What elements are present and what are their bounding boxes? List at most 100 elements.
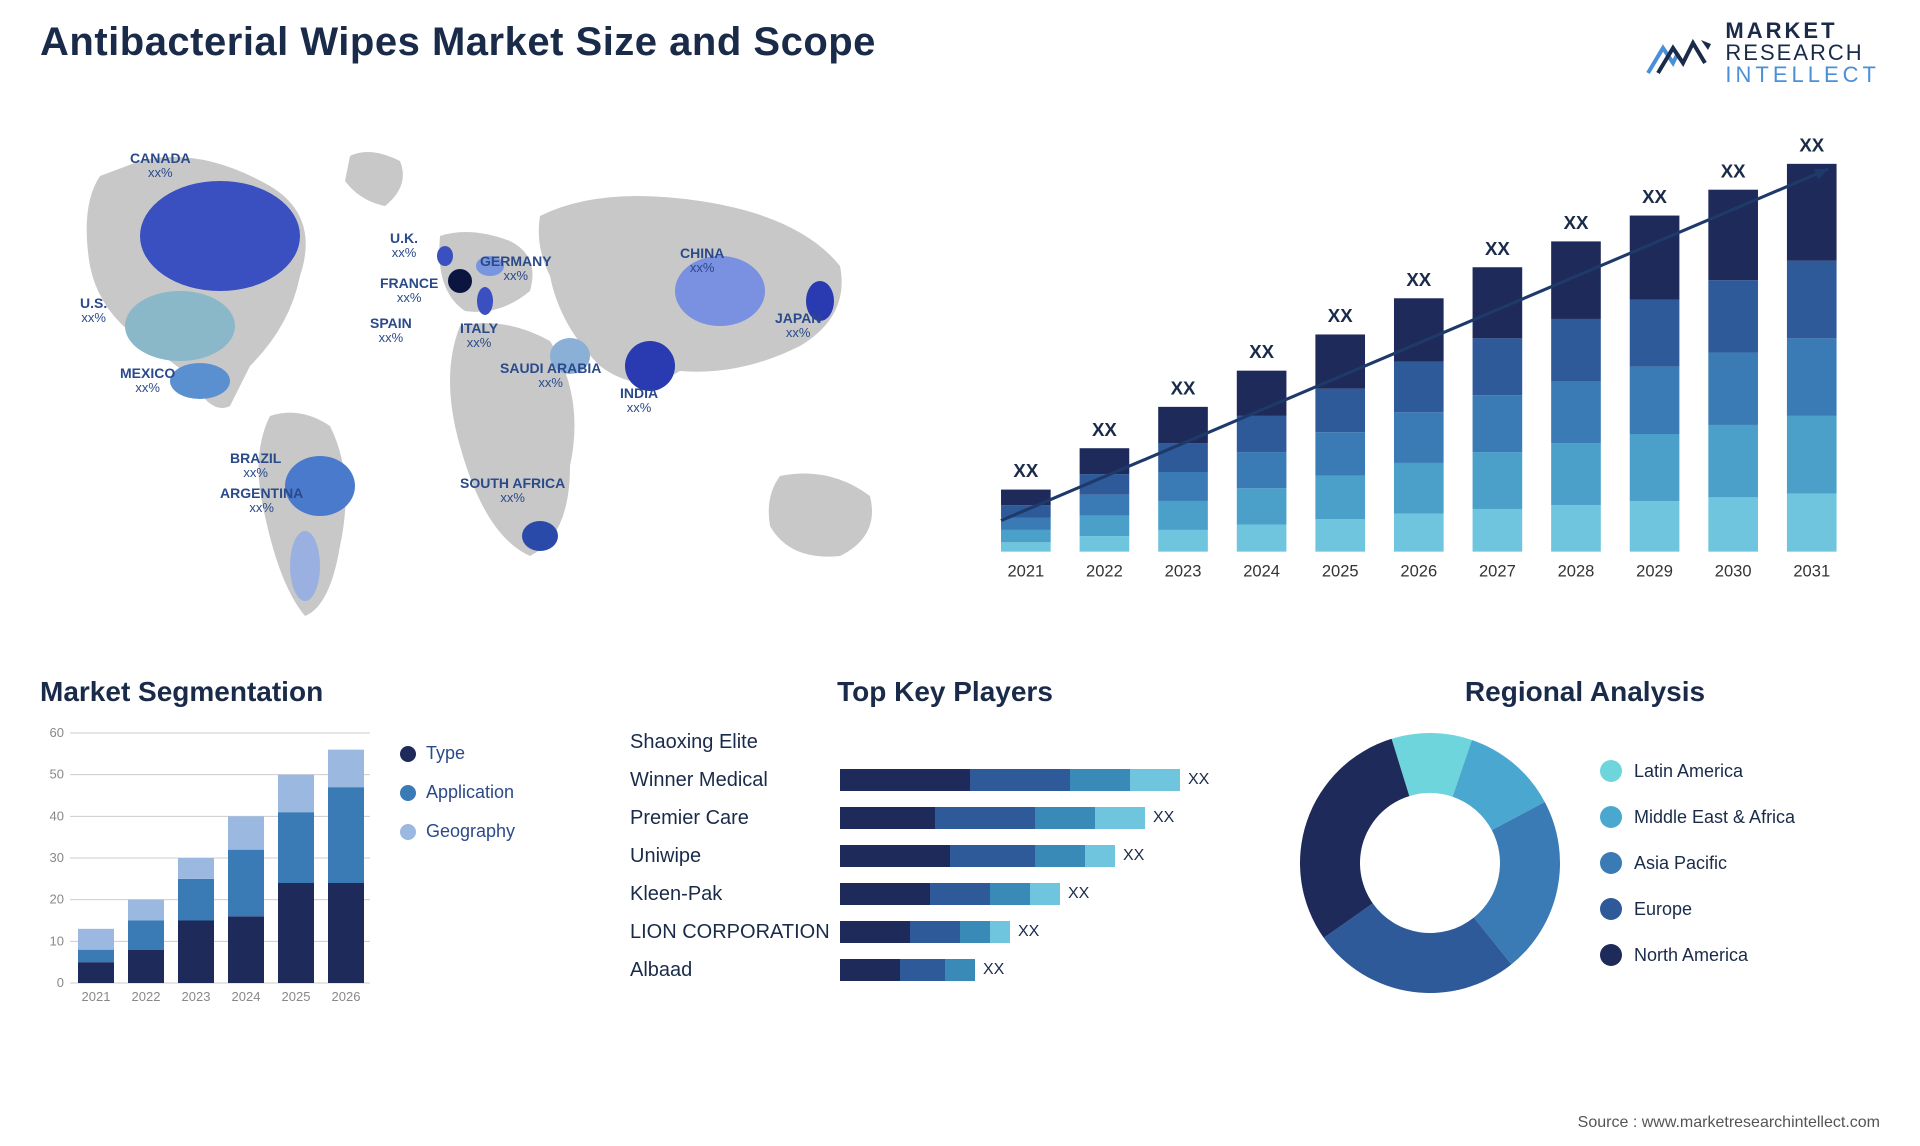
- legend-label: Asia Pacific: [1634, 853, 1727, 874]
- map-country-label: CHINAxx%: [680, 246, 724, 276]
- seg-legend-item: Geography: [400, 821, 515, 842]
- player-value: XX: [1123, 847, 1144, 865]
- regional-legend-item: Asia Pacific: [1600, 852, 1795, 874]
- regional-legend-item: Latin America: [1600, 760, 1795, 782]
- legend-label: Middle East & Africa: [1634, 807, 1795, 828]
- player-bar-segment: [990, 883, 1030, 905]
- player-bar: [840, 845, 1115, 867]
- regional-panel: Regional Analysis Latin AmericaMiddle Ea…: [1290, 676, 1880, 1013]
- logo-row2: RESEARCH: [1725, 42, 1880, 64]
- regional-legend-item: Middle East & Africa: [1600, 806, 1795, 828]
- legend-swatch: [400, 746, 416, 762]
- svg-text:XX: XX: [1171, 377, 1196, 398]
- player-bar-row: XX: [840, 951, 1260, 989]
- player-bar: [840, 921, 1010, 943]
- player-name: Albaad: [630, 951, 840, 989]
- regional-legend: Latin America Middle East & Africa Asia Pa…: [1600, 760, 1795, 966]
- page-title: Antibacterial Wipes Market Size and Scop…: [40, 20, 876, 65]
- player-bar-segment: [990, 921, 1010, 943]
- map-country-label: ITALYxx%: [460, 321, 498, 351]
- player-name: Winner Medical: [630, 761, 840, 799]
- player-value: XX: [1153, 809, 1174, 827]
- svg-text:30: 30: [50, 850, 64, 865]
- players-panel: Top Key Players Shaoxing EliteWinner Med…: [630, 676, 1260, 1013]
- player-bar-segment: [840, 883, 930, 905]
- player-bar-segment: [1035, 845, 1085, 867]
- regional-legend-item: Europe: [1600, 898, 1795, 920]
- logo-row1: MARKET: [1725, 20, 1880, 42]
- svg-text:40: 40: [50, 808, 64, 823]
- svg-text:XX: XX: [1249, 341, 1274, 362]
- map-country-label: U.K.xx%: [390, 231, 418, 261]
- svg-text:XX: XX: [1642, 186, 1667, 207]
- segmentation-legend: Type Application Geography: [400, 723, 515, 1013]
- svg-text:2025: 2025: [1322, 561, 1359, 580]
- legend-label: Type: [426, 743, 465, 764]
- player-bar-segment: [1130, 769, 1180, 791]
- brand-logo: MARKET RESEARCH INTELLECT: [1643, 20, 1880, 86]
- map-country-label: ARGENTINAxx%: [220, 486, 303, 516]
- map-country-label: GERMANYxx%: [480, 254, 552, 284]
- growth-bar-chart: XX2021XX2022XX2023XX2024XX2025XX2026XX20…: [970, 116, 1880, 646]
- logo-icon: [1643, 28, 1713, 78]
- player-value: XX: [983, 961, 1004, 979]
- segmentation-chart: 0102030405060202120222023202420252026: [40, 723, 380, 1013]
- player-bar-row: XX: [840, 761, 1260, 799]
- player-value: XX: [1188, 771, 1209, 789]
- player-bar-segment: [1095, 807, 1145, 829]
- svg-text:2026: 2026: [332, 989, 361, 1004]
- legend-label: Geography: [426, 821, 515, 842]
- regional-donut-chart: [1290, 723, 1570, 1003]
- svg-text:2022: 2022: [1086, 561, 1123, 580]
- player-bar: [840, 807, 1145, 829]
- legend-label: Europe: [1634, 899, 1692, 920]
- player-bar-segment: [1035, 807, 1095, 829]
- player-name: Shaoxing Elite: [630, 723, 840, 761]
- svg-text:XX: XX: [1328, 305, 1353, 326]
- svg-text:2021: 2021: [1007, 561, 1044, 580]
- segmentation-panel: Market Segmentation 01020304050602021202…: [40, 676, 600, 1013]
- player-bar-row: [840, 723, 1260, 761]
- svg-text:XX: XX: [1799, 134, 1824, 155]
- svg-text:50: 50: [50, 767, 64, 782]
- player-bar-segment: [950, 845, 1035, 867]
- player-bar-row: XX: [840, 913, 1260, 951]
- legend-swatch: [400, 824, 416, 840]
- svg-text:2030: 2030: [1715, 561, 1752, 580]
- players-title: Top Key Players: [630, 676, 1260, 708]
- player-name: LION CORPORATION: [630, 913, 840, 951]
- player-bar: [840, 883, 1060, 905]
- player-value: XX: [1018, 923, 1039, 941]
- player-bar-segment: [840, 845, 950, 867]
- svg-text:2021: 2021: [82, 989, 111, 1004]
- legend-label: Latin America: [1634, 761, 1743, 782]
- svg-text:XX: XX: [1092, 419, 1117, 440]
- svg-text:XX: XX: [1485, 238, 1510, 259]
- players-labels: Shaoxing EliteWinner MedicalPremier Care…: [630, 723, 840, 989]
- world-map-panel: CANADAxx%U.S.xx%MEXICOxx%BRAZILxx%ARGENT…: [40, 116, 940, 646]
- logo-row3: INTELLECT: [1725, 64, 1880, 86]
- map-country-label: JAPANxx%: [775, 311, 821, 341]
- map-country-label: SPAINxx%: [370, 316, 412, 346]
- player-bar-segment: [930, 883, 990, 905]
- svg-text:60: 60: [50, 725, 64, 740]
- player-bar-segment: [1030, 883, 1060, 905]
- player-bar-segment: [840, 921, 910, 943]
- player-bar-row: XX: [840, 799, 1260, 837]
- svg-text:20: 20: [50, 892, 64, 907]
- legend-swatch: [1600, 806, 1622, 828]
- map-country-label: CANADAxx%: [130, 151, 191, 181]
- legend-label: North America: [1634, 945, 1748, 966]
- svg-text:2024: 2024: [232, 989, 261, 1004]
- map-country-label: SOUTH AFRICAxx%: [460, 476, 565, 506]
- map-country-label: BRAZILxx%: [230, 451, 281, 481]
- legend-swatch: [1600, 760, 1622, 782]
- legend-swatch: [400, 785, 416, 801]
- players-bars: XXXXXXXXXXXX: [840, 723, 1260, 989]
- legend-label: Application: [426, 782, 514, 803]
- player-bar-segment: [900, 959, 945, 981]
- player-bar-segment: [1085, 845, 1115, 867]
- svg-text:2024: 2024: [1243, 561, 1280, 580]
- player-bar-segment: [935, 807, 1035, 829]
- svg-text:2022: 2022: [132, 989, 161, 1004]
